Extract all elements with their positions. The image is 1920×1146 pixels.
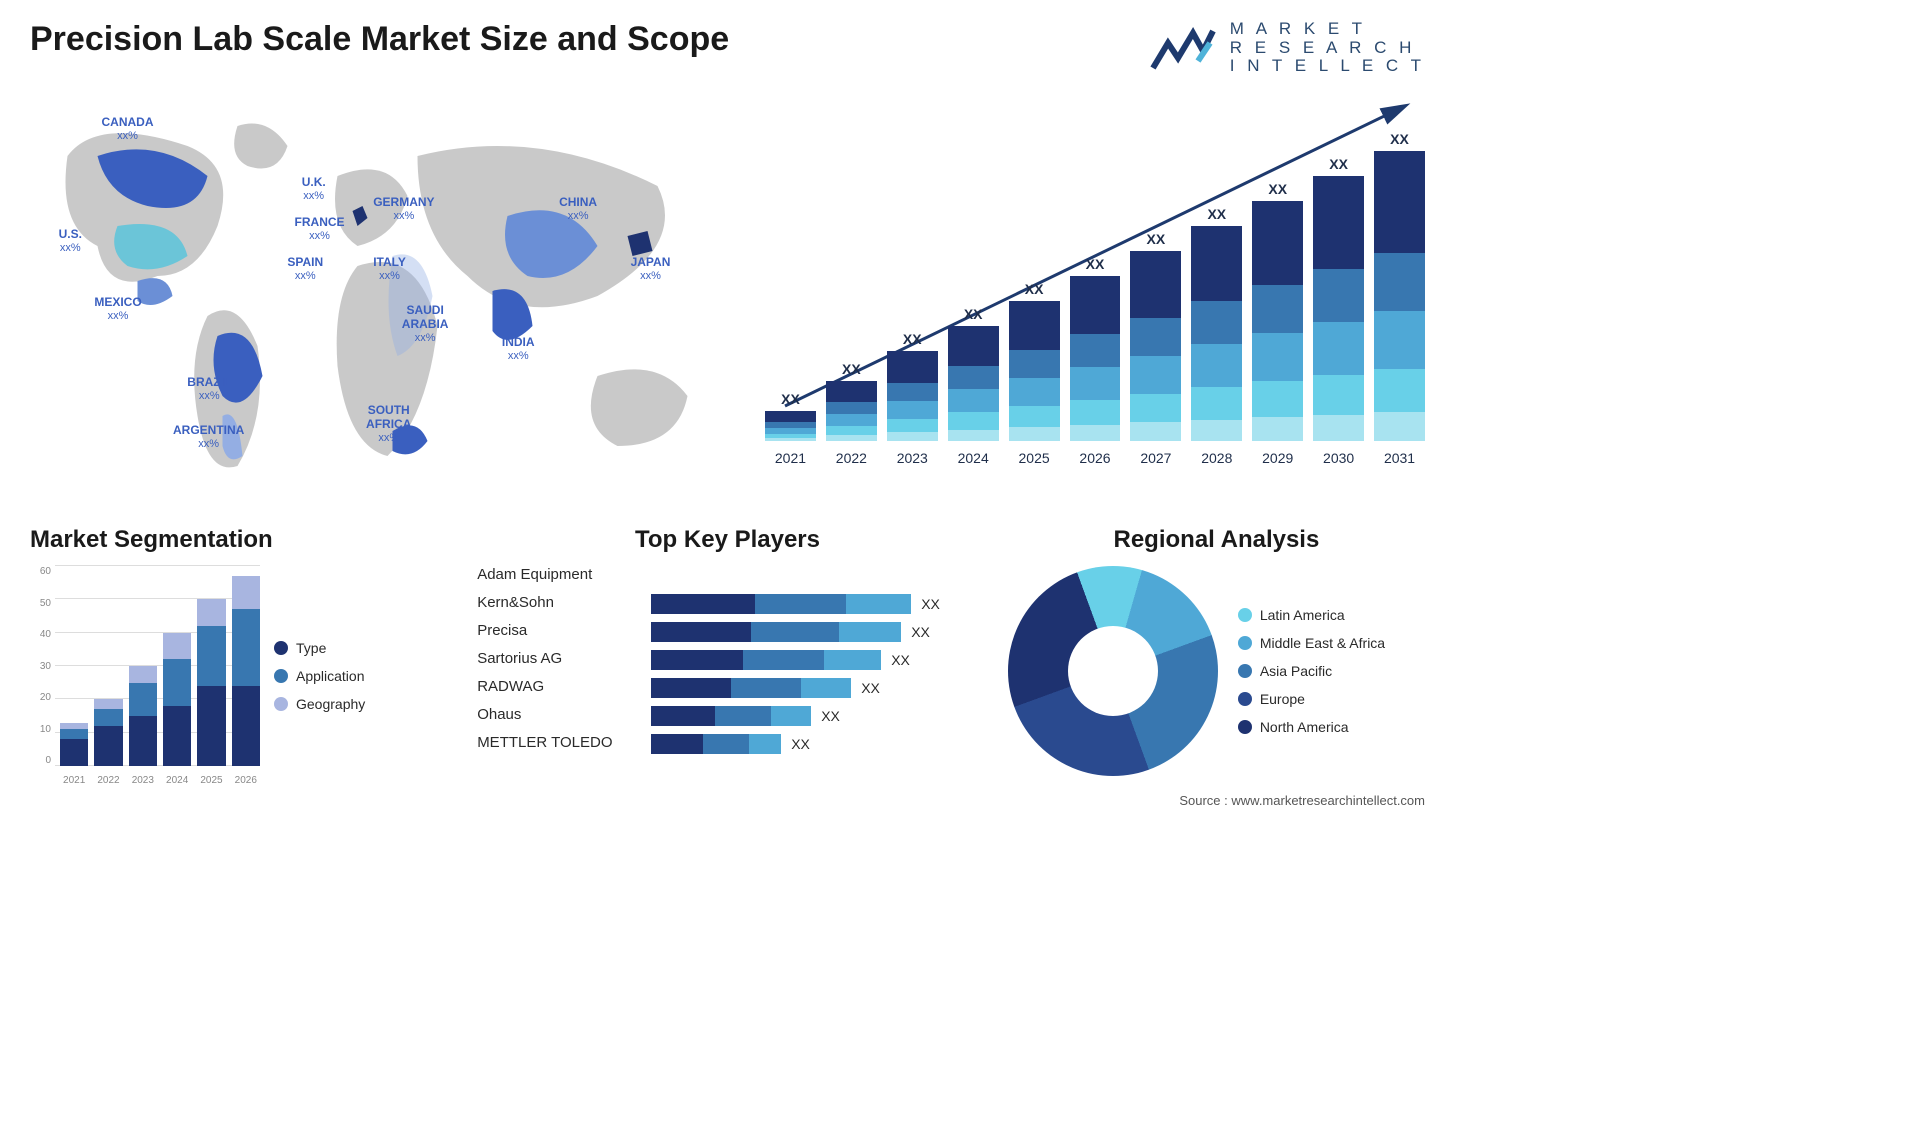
- legend-item: Asia Pacific: [1238, 663, 1385, 679]
- map-label: SOUTHAFRICAxx%: [366, 404, 411, 444]
- growth-bar: XX: [1374, 131, 1425, 441]
- growth-bar: XX: [826, 361, 877, 441]
- segmentation-chart: 0102030405060 202120222023202420252026: [30, 566, 260, 786]
- segmentation-bar: [129, 666, 157, 766]
- segmentation-bars: [60, 566, 260, 766]
- legend-item: Europe: [1238, 691, 1385, 707]
- brand-logo: M A R K E T R E S E A R C H I N T E L L …: [1148, 20, 1425, 76]
- player-name: Ohaus: [477, 706, 637, 726]
- logo-icon: [1148, 23, 1218, 73]
- map-label: FRANCExx%: [295, 216, 345, 242]
- page-title: Precision Lab Scale Market Size and Scop…: [30, 20, 729, 59]
- player-row: XX: [651, 650, 978, 670]
- growth-years: 2021202220232024202520262027202820292030…: [765, 450, 1425, 466]
- growth-bar: XX: [765, 391, 816, 441]
- growth-chart: XXXXXXXXXXXXXXXXXXXXXX 20212022202320242…: [765, 96, 1425, 466]
- map-label: GERMANYxx%: [373, 196, 434, 222]
- legend-item: Latin America: [1238, 607, 1385, 623]
- player-row: XX: [651, 678, 978, 698]
- growth-bars: XXXXXXXXXXXXXXXXXXXXXX: [765, 131, 1425, 441]
- segmentation-title: Market Segmentation: [30, 526, 447, 554]
- growth-bar: XX: [1009, 281, 1060, 441]
- world-map: CANADAxx% U.S.xx% MEXICOxx% BRAZILxx% ARGENT…: [30, 96, 745, 496]
- regional-title: Regional Analysis: [1008, 526, 1425, 554]
- player-row: XX: [651, 622, 978, 642]
- growth-bar: XX: [1313, 156, 1364, 441]
- source-text: Source : www.marketresearchintellect.com: [1179, 793, 1425, 808]
- player-name: Sartorius AG: [477, 650, 637, 670]
- map-label: ARGENTINAxx%: [173, 424, 244, 450]
- segmentation-legend: Type Application Geography: [274, 566, 365, 786]
- player-row: XX: [651, 706, 978, 726]
- legend-item: Middle East & Africa: [1238, 635, 1385, 651]
- map-label: JAPANxx%: [631, 256, 671, 282]
- player-row: [651, 566, 978, 586]
- player-row: XX: [651, 594, 978, 614]
- player-bars: XX XX XX XX XX XX: [651, 566, 978, 754]
- legend-item: North America: [1238, 719, 1385, 735]
- legend-item: Application: [274, 668, 365, 684]
- growth-bar: XX: [948, 306, 999, 441]
- growth-bar: XX: [1130, 231, 1181, 441]
- regional-legend: Latin America Middle East & Africa Asia Pa…: [1238, 607, 1385, 735]
- segmentation-xaxis: 202120222023202420252026: [60, 775, 260, 786]
- players-panel: Top Key Players Adam Equipment Kern&Sohn P…: [477, 526, 978, 786]
- regional-donut: [1008, 566, 1218, 776]
- map-label: BRAZILxx%: [187, 376, 231, 402]
- player-name: RADWAG: [477, 678, 637, 698]
- map-label: CANADAxx%: [102, 116, 154, 142]
- growth-bar: XX: [1191, 206, 1242, 441]
- map-label: U.S.xx%: [59, 228, 82, 254]
- segmentation-yaxis: 0102030405060: [30, 566, 55, 766]
- legend-item: Type: [274, 640, 365, 656]
- growth-bar: XX: [1252, 181, 1303, 441]
- map-label: INDIAxx%: [502, 336, 535, 362]
- player-name: METTLER TOLEDO: [477, 734, 637, 754]
- segmentation-bar: [94, 699, 122, 766]
- players-title: Top Key Players: [477, 526, 978, 554]
- map-label: U.K.xx%: [302, 176, 326, 202]
- player-name: Kern&Sohn: [477, 594, 637, 614]
- segmentation-bar: [60, 723, 88, 766]
- regional-panel: Regional Analysis Latin America Middle Ea…: [1008, 526, 1425, 786]
- segmentation-bar: [163, 633, 191, 766]
- growth-bar: XX: [1070, 256, 1121, 441]
- growth-bar: XX: [887, 331, 938, 441]
- legend-item: Geography: [274, 696, 365, 712]
- player-row: XX: [651, 734, 978, 754]
- player-name: Adam Equipment: [477, 566, 637, 586]
- segmentation-bar: [197, 599, 225, 766]
- map-label: SAUDIARABIAxx%: [402, 304, 449, 344]
- player-name: Precisa: [477, 622, 637, 642]
- logo-text: M A R K E T R E S E A R C H I N T E L L …: [1230, 20, 1425, 76]
- map-label: SPAINxx%: [287, 256, 323, 282]
- segmentation-panel: Market Segmentation 0102030405060 202120…: [30, 526, 447, 786]
- map-label: CHINAxx%: [559, 196, 597, 222]
- player-names: Adam Equipment Kern&Sohn Precisa Sartorius …: [477, 566, 637, 754]
- map-label: MEXICOxx%: [94, 296, 141, 322]
- segmentation-bar: [232, 576, 260, 766]
- map-label: ITALYxx%: [373, 256, 406, 282]
